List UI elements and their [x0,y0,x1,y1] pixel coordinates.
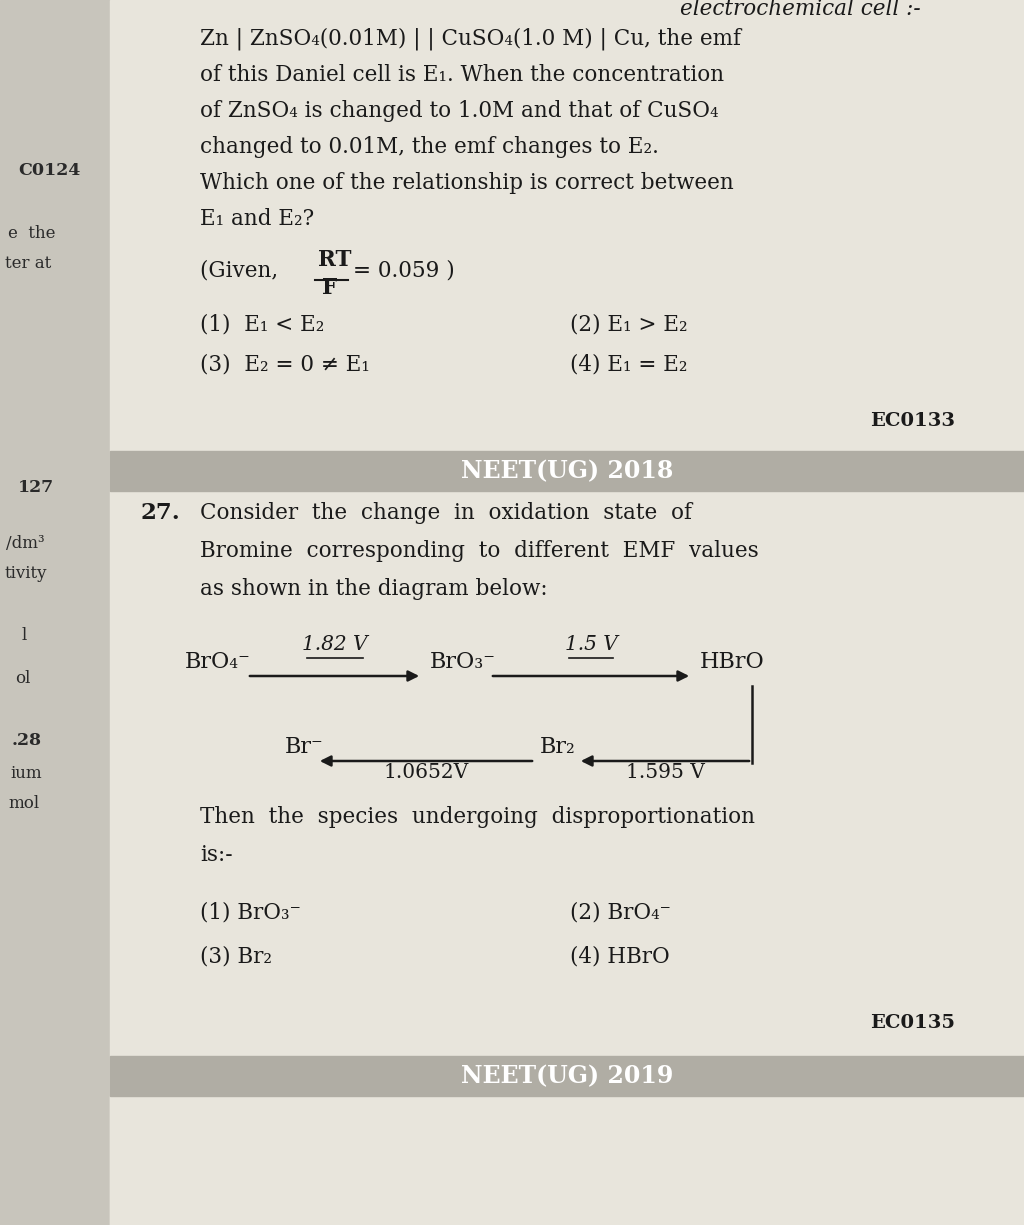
Text: /dm³: /dm³ [6,535,45,552]
Text: (1)  E₁ < E₂: (1) E₁ < E₂ [200,314,325,336]
Text: (1) BrO₃⁻: (1) BrO₃⁻ [200,902,301,922]
Text: Br₂: Br₂ [540,736,575,758]
Text: EC0135: EC0135 [870,1014,955,1031]
Text: BrO₄⁻: BrO₄⁻ [185,650,251,673]
Bar [110,1056,1024,1096]
Text: BrO₃⁻: BrO₃⁻ [430,650,496,673]
Text: NEET(UG) 2019: NEET(UG) 2019 [461,1065,673,1088]
Text: ter at: ter at [5,255,51,272]
Text: Consider  the  change  in  oxidation  state  of: Consider the change in oxidation state o… [200,502,692,524]
Text: of this Daniel cell is E₁. When the concentration: of this Daniel cell is E₁. When the conc… [200,64,724,86]
Text: EC0133: EC0133 [870,412,955,430]
Text: ol: ol [15,670,31,687]
Text: .28: .28 [12,733,42,748]
Bar [110,451,1024,491]
Text: C0124: C0124 [18,162,80,179]
Text: 127: 127 [18,479,54,496]
Text: mol: mol [8,795,39,812]
Text: electrochemical cell :-: electrochemical cell :- [680,0,921,20]
Text: RT: RT [318,249,351,271]
Text: Bromine  corresponding  to  different  EMF  values: Bromine corresponding to different EMF v… [200,540,759,562]
Bar [0,0,110,1225]
Text: of ZnSO₄ is changed to 1.0M and that of CuSO₄: of ZnSO₄ is changed to 1.0M and that of … [200,100,719,122]
Text: tivity: tivity [5,565,47,582]
Text: F: F [322,277,337,299]
Text: e  the: e the [8,225,55,243]
Text: = 0.059 ): = 0.059 ) [353,258,455,281]
Text: Then  the  species  undergoing  disproportionation: Then the species undergoing disproportio… [200,806,755,828]
Text: as shown in the diagram below:: as shown in the diagram below: [200,578,548,600]
Text: 1.82 V: 1.82 V [302,635,368,654]
Text: E₁ and E₂?: E₁ and E₂? [200,208,314,230]
Text: is:-: is:- [200,844,232,866]
Text: (2) E₁ > E₂: (2) E₁ > E₂ [570,314,688,336]
Text: 1.5 V: 1.5 V [564,635,617,654]
Text: Br⁻: Br⁻ [285,736,324,758]
Text: changed to 0.01M, the emf changes to E₂.: changed to 0.01M, the emf changes to E₂. [200,136,658,158]
Bar [110,1096,1024,1225]
Bar [110,0,1024,1225]
Text: ium: ium [10,764,42,782]
Text: Which one of the relationship is correct between: Which one of the relationship is correct… [200,172,734,194]
Text: 1.595 V: 1.595 V [626,763,705,782]
Text: 1.0652V: 1.0652V [383,763,469,782]
Text: (3)  E₂ = 0 ≠ E₁: (3) E₂ = 0 ≠ E₁ [200,354,370,376]
Text: 27.: 27. [140,502,180,524]
Text: l: l [22,627,28,644]
Text: (4) E₁ = E₂: (4) E₁ = E₂ [570,354,687,376]
Text: Zn | ZnSO₄(0.01M) | | CuSO₄(1.0 M) | Cu, the emf: Zn | ZnSO₄(0.01M) | | CuSO₄(1.0 M) | Cu,… [200,28,741,50]
Text: (3) Br₂: (3) Br₂ [200,946,272,968]
Text: (4) HBrO: (4) HBrO [570,946,670,968]
Text: HBrO: HBrO [700,650,765,673]
Text: (2) BrO₄⁻: (2) BrO₄⁻ [570,902,671,922]
Text: (Given,: (Given, [200,258,292,281]
Text: NEET(UG) 2018: NEET(UG) 2018 [461,459,673,483]
